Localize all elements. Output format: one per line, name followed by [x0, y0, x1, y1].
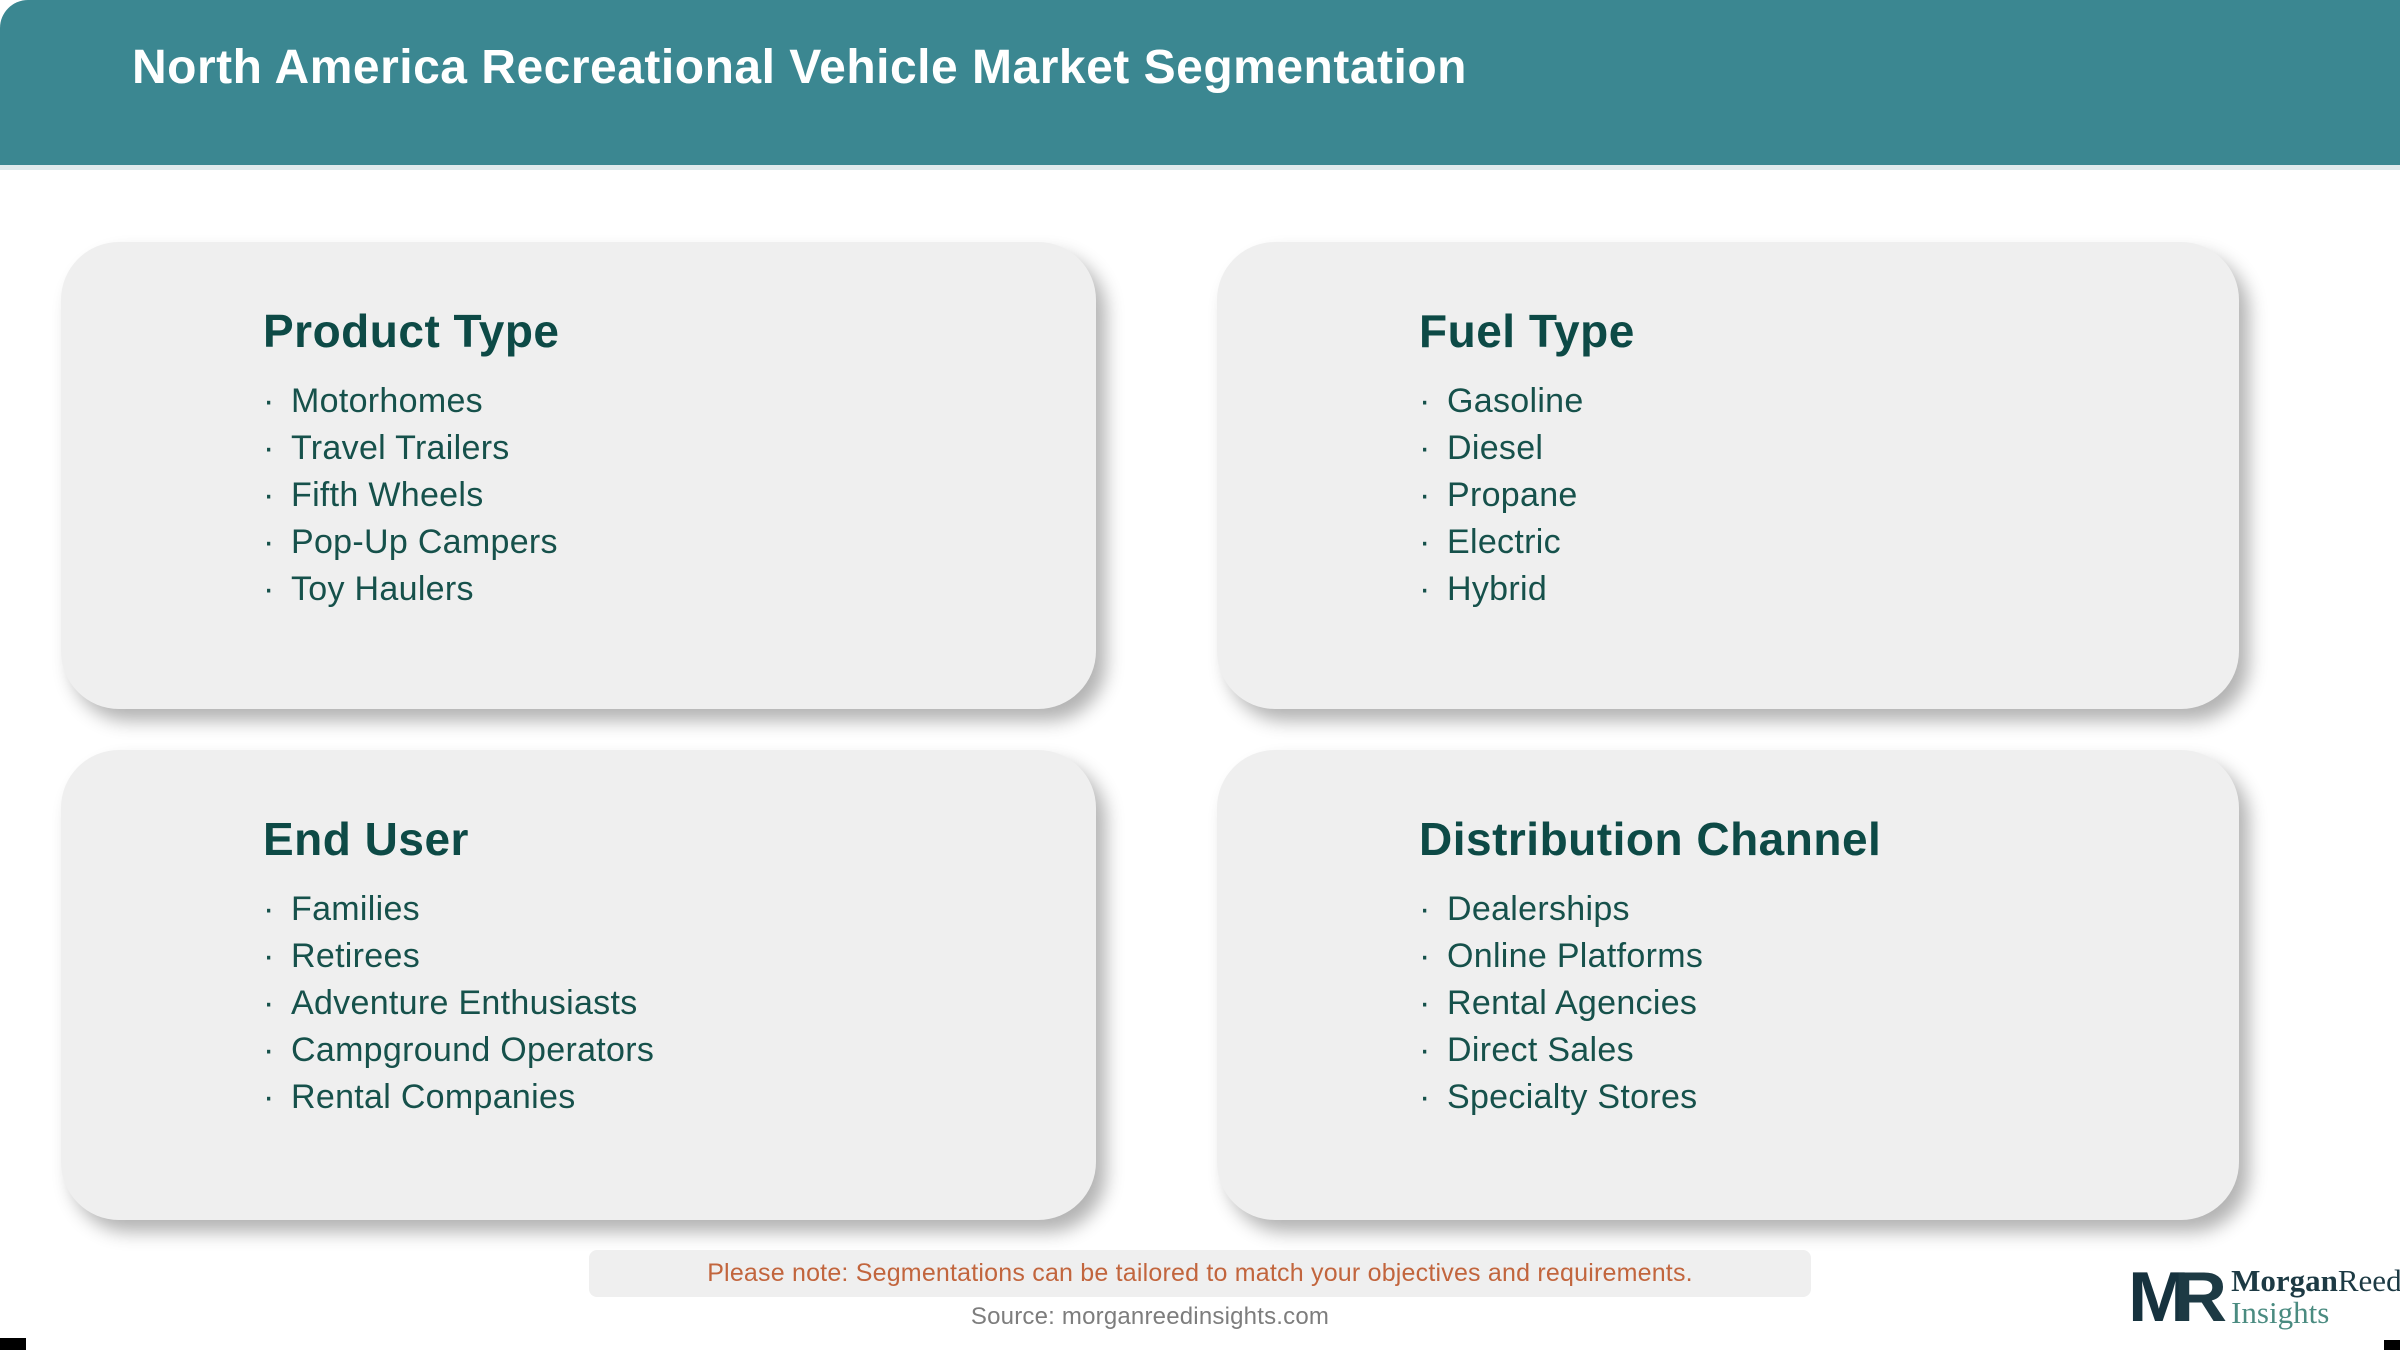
list-item: · Online Platforms: [1419, 933, 2179, 980]
list-item-label: Travel Trailers: [291, 429, 510, 467]
source-text: Source: morganreedinsights.com: [970, 1303, 1330, 1330]
bullet-icon: ·: [1419, 1031, 1431, 1069]
list-item-label: Gasoline: [1447, 382, 1584, 420]
logo-monogram-icon: MR: [2128, 1257, 2227, 1336]
list-item: · Pop-Up Campers: [263, 519, 1036, 566]
bullet-icon: ·: [1419, 937, 1431, 975]
list-item: · Fifth Wheels: [263, 472, 1036, 519]
list-item: · Retirees: [263, 933, 1036, 980]
note-text: Please note: Segmentations can be tailor…: [707, 1259, 1693, 1287]
bullet-icon: ·: [263, 523, 275, 561]
list-item: · Motorhomes: [263, 378, 1036, 425]
bullet-icon: ·: [1419, 1078, 1431, 1116]
bullet-icon: ·: [263, 1031, 275, 1069]
bullet-icon: ·: [263, 476, 275, 514]
card-title: Fuel Type: [1419, 305, 1635, 357]
bullet-icon: ·: [1419, 523, 1431, 561]
list-item-label: Propane: [1447, 476, 1578, 514]
card-item-list: · Dealerships · Online Platforms · Rental Age…: [1419, 886, 2179, 1121]
list-item: · Travel Trailers: [263, 425, 1036, 472]
screen-corner-artifact-left: [0, 1338, 26, 1350]
morganreed-logo: MR MorganReed Insights: [2128, 1257, 2400, 1336]
list-item-label: Pop-Up Campers: [291, 523, 558, 561]
card-item-list: · Motorhomes · Travel Trailers · Fifth Wheels…: [263, 378, 1036, 613]
list-item: · Electric: [1419, 519, 2179, 566]
list-item-label: Toy Haulers: [291, 570, 474, 608]
bullet-icon: ·: [263, 890, 275, 928]
list-item-label: Diesel: [1447, 429, 1544, 467]
screen-corner-artifact-right: [2384, 1340, 2400, 1350]
list-item-label: Adventure Enthusiasts: [291, 984, 638, 1022]
list-item-label: Families: [291, 890, 420, 928]
list-item: · Gasoline: [1419, 378, 2179, 425]
logo-subtitle: Insights: [2231, 1295, 2330, 1330]
card-end-user: End User · Families · Retirees · Adventure En…: [61, 750, 1096, 1220]
bullet-icon: ·: [263, 429, 275, 467]
list-item-label: Direct Sales: [1447, 1031, 1634, 1069]
list-item: · Toy Haulers: [263, 566, 1036, 613]
list-item-label: Electric: [1447, 523, 1561, 561]
list-item-label: Specialty Stores: [1447, 1078, 1698, 1116]
list-item-label: Dealerships: [1447, 890, 1630, 928]
header-bar: North America Recreational Vehicle Marke…: [0, 0, 2400, 170]
logo-company-name: MorganReed: [2231, 1263, 2400, 1298]
list-item-label: Online Platforms: [1447, 937, 1704, 975]
bullet-icon: ·: [263, 382, 275, 420]
bullet-icon: ·: [263, 570, 275, 608]
logo-text-block: MorganReed Insights: [2231, 1265, 2400, 1329]
list-item: · Families: [263, 886, 1036, 933]
bullet-icon: ·: [263, 937, 275, 975]
list-item: · Rental Companies: [263, 1074, 1036, 1121]
list-item-label: Campground Operators: [291, 1031, 655, 1069]
card-title: Distribution Channel: [1419, 813, 1882, 865]
card-item-list: · Gasoline · Diesel · Propane · Electric · Hybrid: [1419, 378, 2179, 613]
bullet-icon: ·: [263, 984, 275, 1022]
bullet-icon: ·: [1419, 984, 1431, 1022]
list-item: · Adventure Enthusiasts: [263, 980, 1036, 1027]
bullet-icon: ·: [1419, 890, 1431, 928]
list-item: · Specialty Stores: [1419, 1074, 2179, 1121]
list-item: · Campground Operators: [263, 1027, 1036, 1074]
list-item-label: Retirees: [291, 937, 421, 975]
list-item: · Propane: [1419, 472, 2179, 519]
list-item: · Rental Agencies: [1419, 980, 2179, 1027]
bullet-icon: ·: [1419, 570, 1431, 608]
bullet-icon: ·: [1419, 429, 1431, 467]
list-item: · Dealerships: [1419, 886, 2179, 933]
card-fuel-type: Fuel Type · Gasoline · Diesel · Propane · Elect…: [1217, 242, 2239, 709]
page-title: North America Recreational Vehicle Marke…: [132, 41, 1467, 94]
bullet-icon: ·: [1419, 476, 1431, 514]
card-item-list: · Families · Retirees · Adventure Enthusiasts…: [263, 886, 1036, 1121]
bullet-icon: ·: [263, 1078, 275, 1116]
list-item-label: Rental Companies: [291, 1078, 576, 1116]
bullet-icon: ·: [1419, 382, 1431, 420]
list-item-label: Rental Agencies: [1447, 984, 1698, 1022]
list-item: · Diesel: [1419, 425, 2179, 472]
card-distribution-channel: Distribution Channel · Dealerships · Online…: [1217, 750, 2239, 1220]
card-title: End User: [263, 813, 469, 865]
list-item-label: Fifth Wheels: [291, 476, 484, 514]
list-item-label: Hybrid: [1447, 570, 1548, 608]
card-title: Product Type: [263, 305, 560, 357]
list-item: · Hybrid: [1419, 566, 2179, 613]
card-product-type: Product Type · Motorhomes · Travel Trailers…: [61, 242, 1096, 709]
list-item: · Direct Sales: [1419, 1027, 2179, 1074]
list-item-label: Motorhomes: [291, 382, 483, 420]
note-banner: Please note: Segmentations can be tailor…: [589, 1250, 1811, 1297]
